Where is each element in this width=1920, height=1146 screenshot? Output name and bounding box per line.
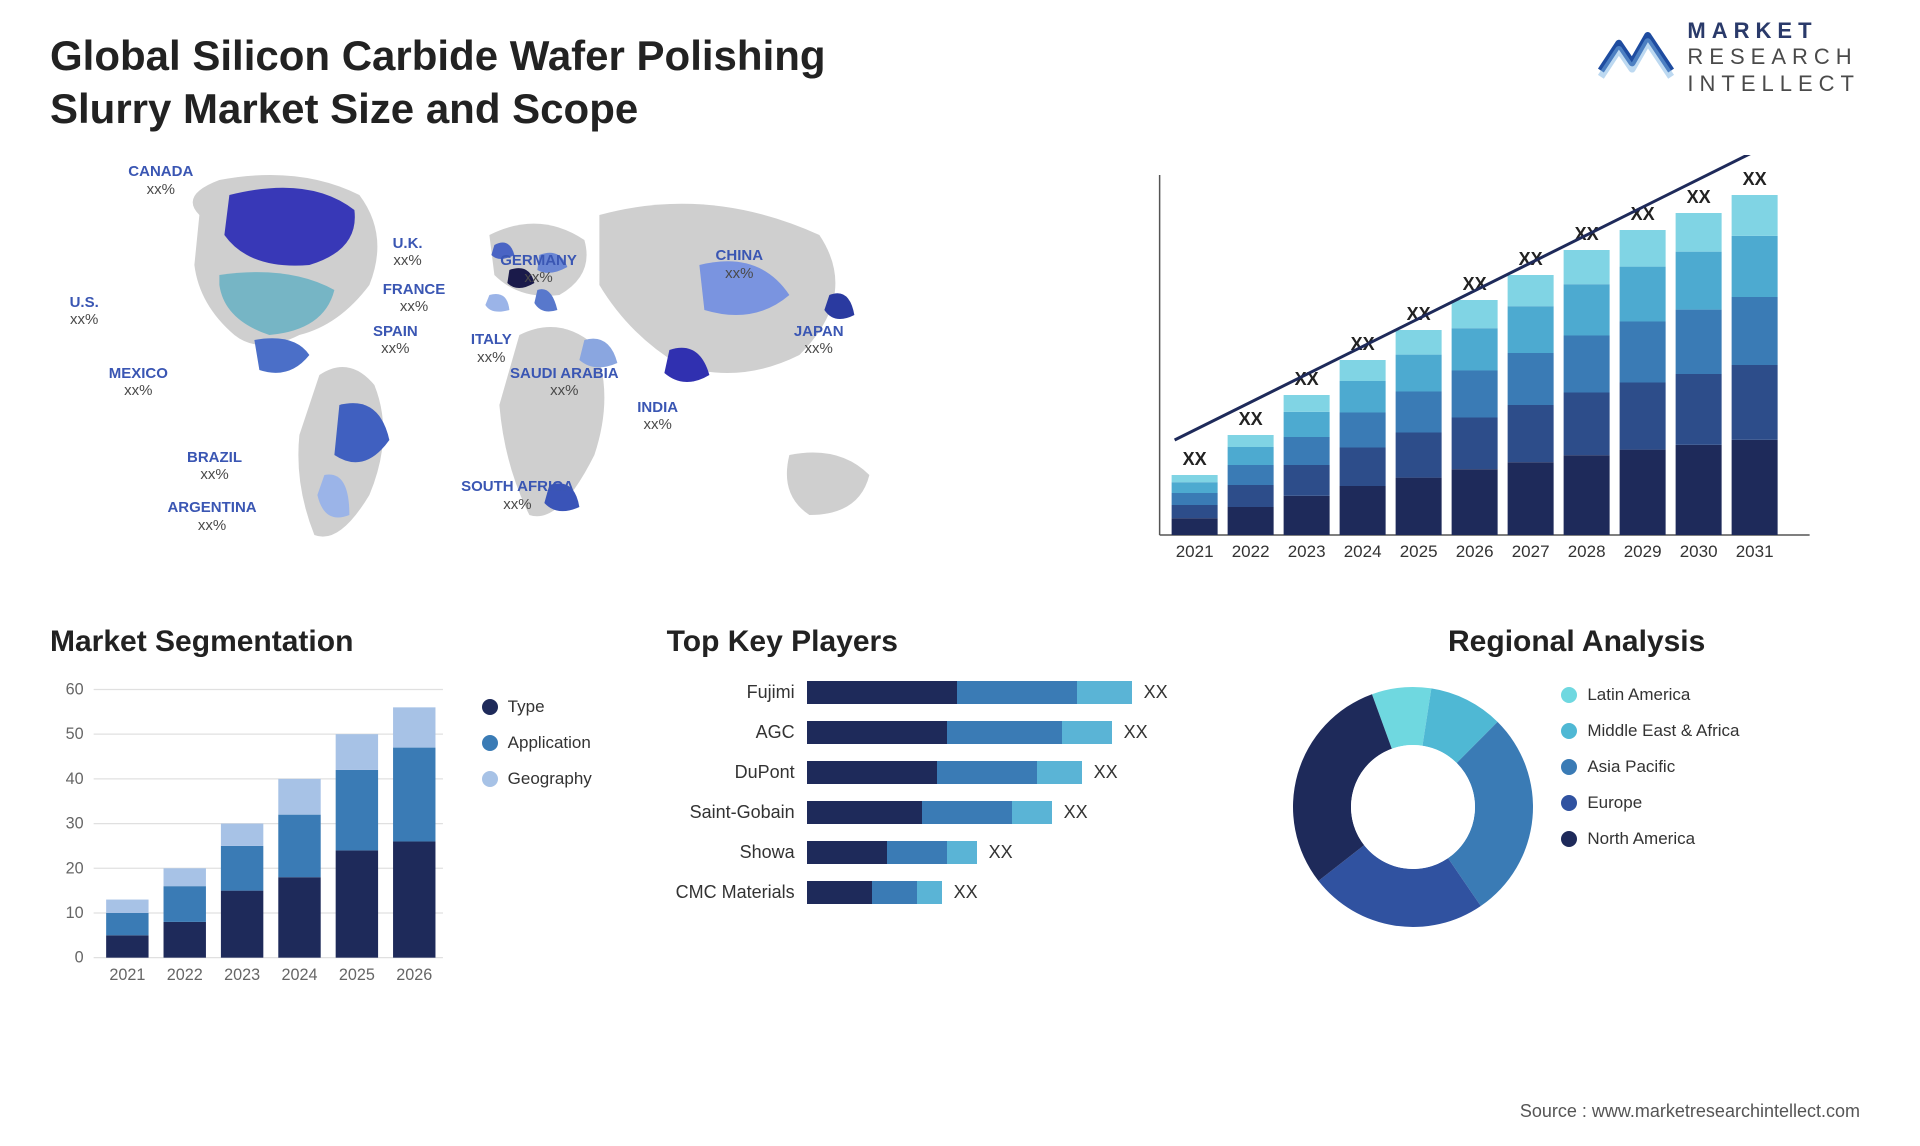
world-map: CANADAxx% U.S.xx% MEXICOxx% BRAZILxx% ARGENT…	[50, 155, 1029, 575]
legend-item: Asia Pacific	[1561, 757, 1739, 777]
svg-text:2022: 2022	[1231, 542, 1269, 561]
svg-text:2028: 2028	[1567, 542, 1605, 561]
svg-text:2022: 2022	[167, 966, 203, 984]
player-name: CMC Materials	[667, 882, 807, 903]
players-title: Top Key Players	[667, 625, 1254, 659]
source-attribution: Source : www.marketresearchintellect.com	[1520, 1101, 1860, 1122]
player-value: XX	[989, 842, 1013, 863]
map-label: ARGENTINAxx%	[167, 499, 256, 534]
map-label: CHINAxx%	[716, 247, 764, 282]
player-row: DuPont XX	[667, 757, 1244, 787]
player-value: XX	[1124, 722, 1148, 743]
player-bar	[807, 721, 1112, 744]
regional-panel: Regional Analysis Latin America Middle Ea…	[1283, 625, 1870, 945]
legend-item: Geography	[482, 769, 637, 789]
player-bar	[807, 881, 942, 904]
player-row: CMC Materials XX	[667, 877, 1244, 907]
svg-text:2023: 2023	[1287, 542, 1325, 561]
player-value: XX	[1144, 682, 1168, 703]
svg-text:2026: 2026	[396, 966, 432, 984]
map-label: GERMANYxx%	[500, 252, 577, 287]
svg-text:2021: 2021	[109, 966, 145, 984]
segmentation-chart: 0 10 20 30 40 50 60 2021 2022 2023 2024 2025 2026	[50, 677, 462, 989]
player-row: Showa XX	[667, 837, 1244, 867]
player-row: Fujimi XX	[667, 677, 1244, 707]
map-label: CANADAxx%	[128, 163, 193, 198]
map-label: SAUDI ARABIAxx%	[510, 365, 619, 400]
regional-title: Regional Analysis	[1283, 625, 1870, 659]
player-name: DuPont	[667, 762, 807, 783]
logo-mark-icon	[1597, 26, 1675, 89]
legend-item: Type	[482, 697, 637, 717]
map-label: U.K.xx%	[393, 235, 423, 270]
legend-item: Application	[482, 733, 637, 753]
map-label: JAPANxx%	[794, 323, 844, 358]
legend-item: Latin America	[1561, 685, 1739, 705]
brand-logo: MARKET RESEARCH INTELLECT	[1597, 18, 1860, 97]
svg-text:20: 20	[66, 859, 84, 877]
svg-text:XX: XX	[1182, 449, 1206, 469]
legend-item: North America	[1561, 829, 1739, 849]
svg-text:XX: XX	[1742, 169, 1766, 189]
regional-donut-chart	[1283, 677, 1543, 937]
svg-text:10: 10	[66, 904, 84, 922]
regional-legend: Latin America Middle East & Africa Asia Pa…	[1561, 677, 1739, 865]
svg-text:2031: 2031	[1735, 542, 1773, 561]
legend-item: Europe	[1561, 793, 1739, 813]
player-row: AGC XX	[667, 717, 1244, 747]
player-bar	[807, 801, 1052, 824]
segmentation-title: Market Segmentation	[50, 625, 637, 659]
player-value: XX	[1064, 802, 1088, 823]
svg-text:2024: 2024	[1343, 542, 1381, 561]
player-name: Showa	[667, 842, 807, 863]
player-name: Fujimi	[667, 682, 807, 703]
player-value: XX	[954, 882, 978, 903]
player-bar	[807, 841, 977, 864]
map-label: BRAZILxx%	[187, 449, 242, 484]
svg-text:2030: 2030	[1679, 542, 1717, 561]
map-label: FRANCExx%	[383, 281, 446, 316]
svg-text:30: 30	[66, 815, 84, 833]
segmentation-legend: Type Application Geography	[482, 677, 637, 989]
svg-text:XX: XX	[1686, 187, 1710, 207]
svg-text:2025: 2025	[1399, 542, 1437, 561]
svg-text:2029: 2029	[1623, 542, 1661, 561]
svg-text:2026: 2026	[1455, 542, 1493, 561]
svg-text:2027: 2027	[1511, 542, 1549, 561]
svg-text:40: 40	[66, 770, 84, 788]
svg-text:60: 60	[66, 680, 84, 698]
svg-text:XX: XX	[1238, 409, 1262, 429]
legend-item: Middle East & Africa	[1561, 721, 1739, 741]
map-label: INDIAxx%	[637, 399, 678, 434]
growth-bar-chart: 2021XX2022XX2023XX2024XX2025XX2026XX2027…	[1069, 155, 1870, 575]
svg-text:2025: 2025	[339, 966, 375, 984]
map-label: SPAINxx%	[373, 323, 418, 358]
player-value: XX	[1094, 762, 1118, 783]
map-label: U.S.xx%	[70, 294, 99, 329]
player-row: Saint-Gobain XX	[667, 797, 1244, 827]
player-name: AGC	[667, 722, 807, 743]
svg-text:2024: 2024	[281, 966, 317, 984]
player-bar	[807, 681, 1132, 704]
svg-text:2023: 2023	[224, 966, 260, 984]
svg-text:2021: 2021	[1175, 542, 1213, 561]
player-bar	[807, 761, 1082, 784]
svg-text:0: 0	[75, 949, 84, 967]
segmentation-panel: Market Segmentation 01020304050602021202…	[50, 625, 637, 945]
map-label: MEXICOxx%	[109, 365, 168, 400]
map-label: SOUTH AFRICAxx%	[461, 478, 574, 513]
svg-text:50: 50	[66, 725, 84, 743]
player-name: Saint-Gobain	[667, 802, 807, 823]
players-panel: Top Key Players FujimiXXAGCXXDuPontXXSai…	[667, 625, 1254, 945]
page-title: Global Silicon Carbide Wafer Polishing S…	[50, 30, 950, 135]
logo-text: MARKET RESEARCH INTELLECT	[1687, 18, 1860, 97]
map-label: ITALYxx%	[471, 331, 512, 366]
